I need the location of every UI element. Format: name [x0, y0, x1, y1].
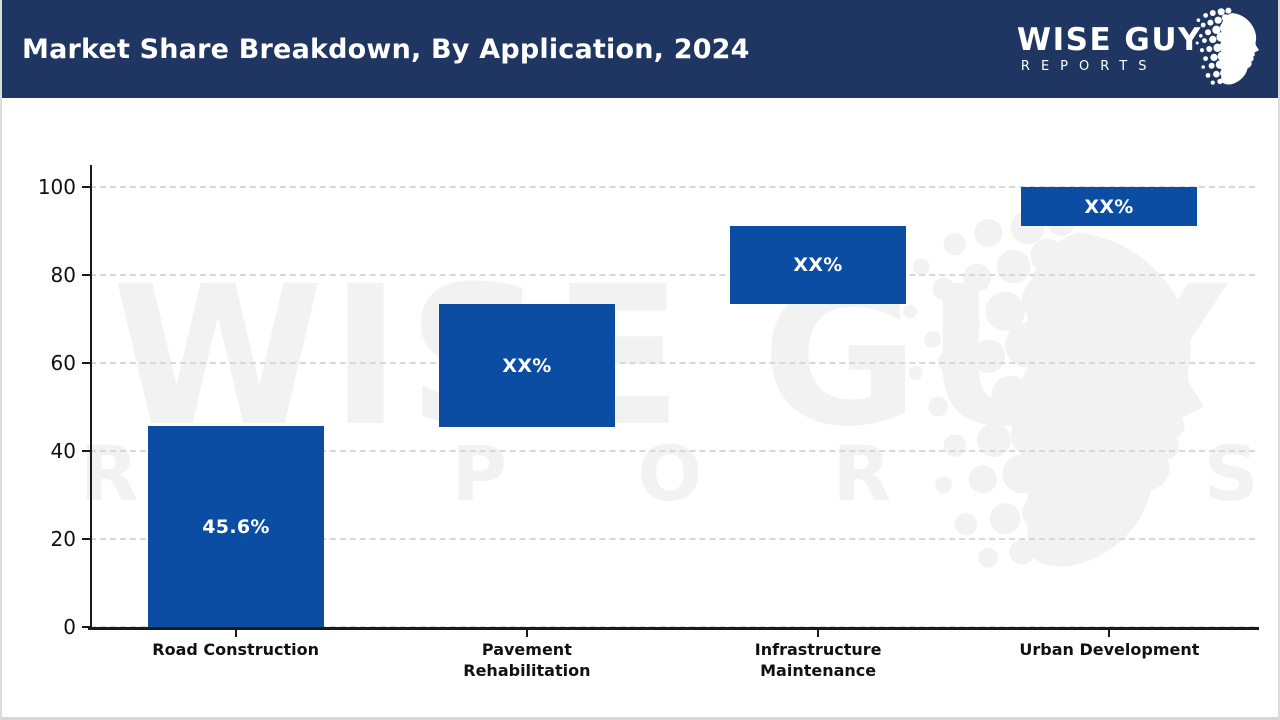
watermark-reports-text: R E P O R T S: [80, 429, 1280, 518]
bar-value-label: XX%: [793, 254, 843, 276]
bar-urban-development: XX%: [1021, 187, 1197, 226]
gridline: [90, 362, 1255, 364]
header-bar: Market Share Breakdown, By Application, …: [2, 0, 1278, 98]
x-tick-label-line: Maintenance: [760, 660, 877, 680]
gridline: [90, 274, 1255, 276]
x-tick-label-line: Urban Development: [1019, 640, 1200, 659]
x-tick-label-line: Pavement: [481, 640, 572, 659]
y-tick-label: 20: [50, 527, 76, 551]
bar-pavement-rehabilitation: XX%: [439, 304, 615, 427]
x-tick-label-line: Rehabilitation: [463, 660, 591, 680]
gridline: [90, 626, 1255, 628]
x-tick-mark: [817, 630, 820, 637]
x-tick-label-pavement-rehabilitation: Pavement Rehabilitation: [417, 640, 637, 682]
x-tick-mark: [525, 630, 528, 637]
logo-wiseguy-label: WISE GUY: [1016, 22, 1202, 58]
logo-text: WISE GUY REPORTS: [1016, 22, 1202, 74]
y-axis-line: [90, 165, 92, 630]
x-tick-label-line: Infrastructure: [754, 640, 882, 659]
gridline: [90, 186, 1255, 188]
bar-value-label: XX%: [1084, 195, 1134, 218]
y-tick-mark: [82, 274, 90, 276]
gridline: [90, 450, 1255, 452]
logo-reports-label: REPORTS: [1020, 59, 1158, 74]
bar-value-label: XX%: [502, 354, 552, 377]
x-tick-label-line: Road Construction: [152, 640, 319, 659]
bar-value-label: 45.6%: [202, 515, 270, 538]
y-tick-label: 0: [63, 615, 76, 639]
x-tick-mark: [1108, 630, 1111, 637]
page-title: Market Share Breakdown, By Application, …: [22, 33, 750, 65]
wise-guy-logo: WISE GUY REPORTS: [1017, 7, 1264, 91]
gridline: [90, 538, 1255, 540]
x-tick-label-road-construction: Road Construction: [126, 640, 346, 661]
y-tick-label: 80: [50, 263, 76, 287]
x-tick-label-urban-development: Urban Development: [999, 640, 1219, 661]
bar-road-construction: 45.6%: [148, 426, 324, 627]
x-axis-line: [88, 627, 1259, 630]
y-tick-mark: [82, 362, 90, 364]
y-tick-label: 40: [50, 439, 76, 463]
y-tick-label: 60: [50, 351, 76, 375]
bar-infrastructure-maintenance: XX%: [730, 226, 906, 304]
y-tick-label: 100: [37, 175, 76, 199]
wise-guy-face-icon: [1194, 7, 1259, 85]
y-tick-mark: [82, 186, 90, 188]
x-tick-label-infrastructure-maintenance: Infrastructure Maintenance: [708, 640, 928, 682]
watermark-face-icon: [903, 207, 1204, 568]
y-tick-mark: [82, 626, 90, 628]
y-tick-mark: [82, 538, 90, 540]
watermark-wiseguy-text: WISE GUY: [112, 246, 1233, 469]
x-tick-mark: [234, 630, 237, 637]
y-tick-mark: [82, 450, 90, 452]
